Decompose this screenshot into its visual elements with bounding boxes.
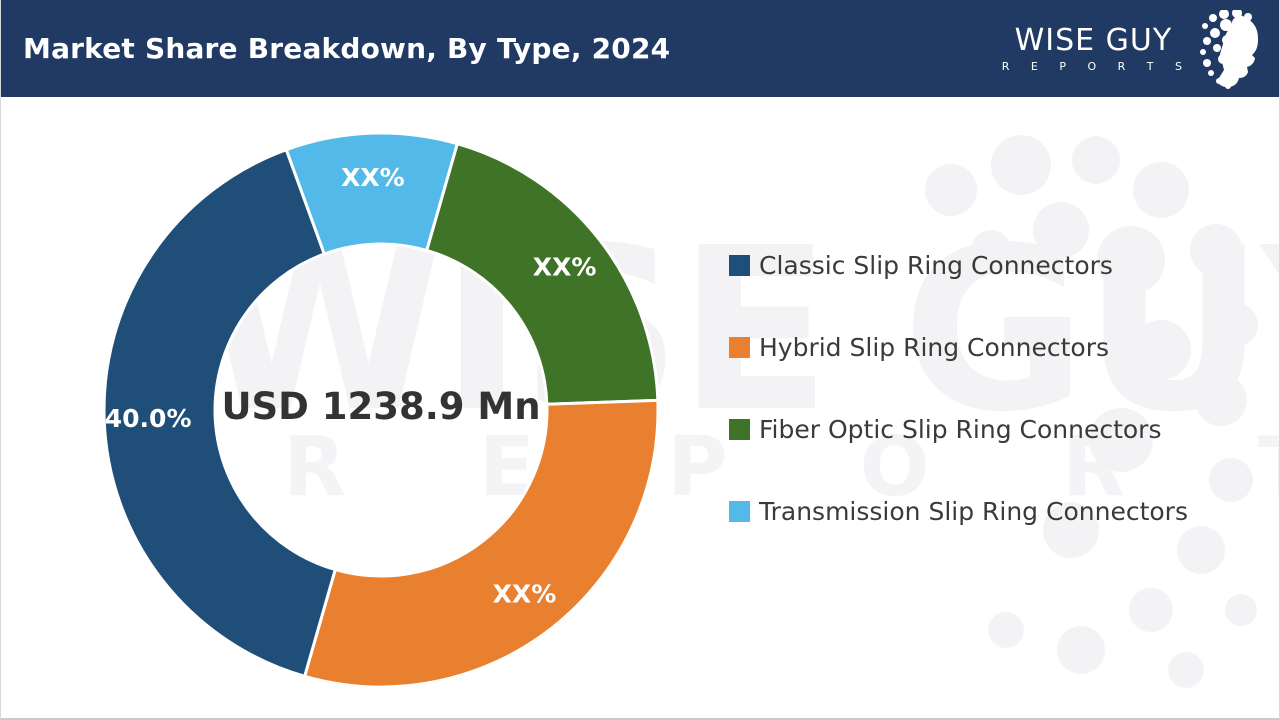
brand-subname: R E P O R T S [1001, 59, 1191, 73]
legend-swatch [729, 501, 750, 522]
segment-percent-label: XX% [493, 579, 557, 608]
donut-segment [303, 398, 660, 689]
legend-swatch [729, 419, 750, 440]
brand-wordmark: WISE GUY R E P O R T S [996, 22, 1191, 73]
segment-percent-label: 40.0% [105, 404, 192, 433]
page-title: Market Share Breakdown, By Type, 2024 [23, 32, 671, 65]
legend-label: Fiber Optic Slip Ring Connectors [759, 415, 1162, 444]
donut-chart: XX% XX% XX% 40.0% [102, 131, 660, 689]
legend-item: Transmission Slip Ring Connectors [729, 497, 1188, 526]
segment-percent-label: XX% [533, 252, 597, 281]
legend-swatch [729, 337, 750, 358]
legend-item: Fiber Optic Slip Ring Connectors [729, 415, 1188, 444]
brand-logo: WISE GUY R E P O R T S [996, 8, 1261, 90]
legend-label: Transmission Slip Ring Connectors [759, 497, 1188, 526]
chart-center-value: USD 1238.9 Mn [221, 385, 541, 428]
legend-label: Classic Slip Ring Connectors [759, 251, 1113, 280]
donut-segment [425, 142, 660, 406]
header-bar: Market Share Breakdown, By Type, 2024 WI… [1, 0, 1279, 97]
brand-name: WISE GUY [1014, 22, 1173, 58]
legend-item: Hybrid Slip Ring Connectors [729, 333, 1188, 362]
chart-legend: Classic Slip Ring Connectors Hybrid Slip … [729, 251, 1188, 526]
segment-percent-label: XX% [341, 163, 405, 192]
legend-swatch [729, 255, 750, 276]
donut-segment [102, 148, 337, 678]
wiseguy-face-icon [1200, 9, 1259, 89]
legend-label: Hybrid Slip Ring Connectors [759, 333, 1110, 362]
legend-item: Classic Slip Ring Connectors [729, 251, 1188, 280]
